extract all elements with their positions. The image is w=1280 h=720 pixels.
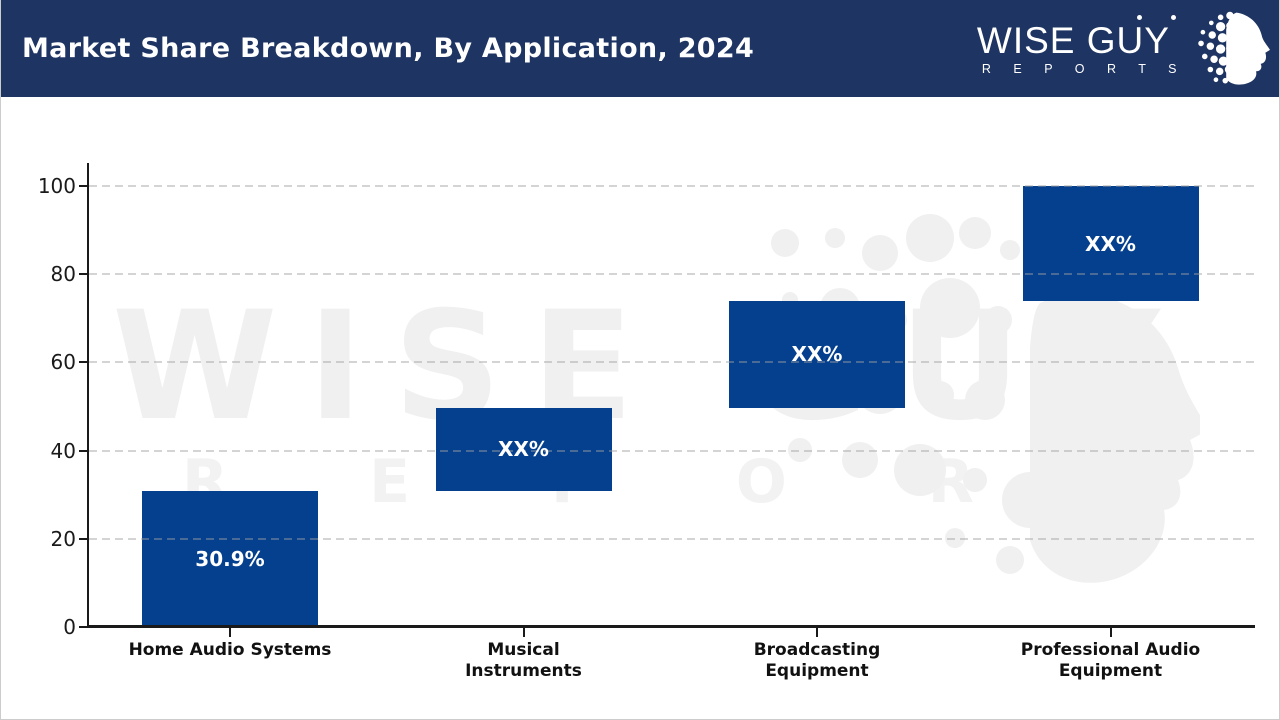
- bar-value-label: XX%: [1085, 231, 1136, 256]
- y-tick-label: 20: [50, 526, 76, 551]
- y-tick-label: 80: [50, 262, 76, 287]
- bar-value-label: XX%: [498, 437, 549, 462]
- x-category-label-line: Equipment: [765, 661, 869, 681]
- y-axis-tick: [79, 537, 87, 540]
- grid-line: [89, 273, 1255, 276]
- y-tick-label: 60: [50, 350, 76, 375]
- x-category-label: Musical Instruments: [374, 640, 674, 682]
- x-category-label-line: Home Audio Systems: [128, 640, 332, 660]
- x-category-label-line: Instruments: [465, 661, 582, 681]
- x-category-label-line: Broadcasting: [753, 640, 881, 660]
- x-category-label-line: Musical: [487, 640, 560, 660]
- x-axis-line: [87, 625, 1255, 628]
- grid-line: [89, 185, 1255, 187]
- x-axis-tick: [816, 628, 818, 637]
- y-axis-tick: [79, 361, 87, 364]
- bar-value-label: XX%: [791, 342, 843, 367]
- grid-line: [89, 361, 1255, 364]
- x-axis-tick: [522, 628, 525, 637]
- y-axis-tick: [79, 185, 87, 187]
- logo-wordmark: WISE GUY: [976, 19, 1170, 61]
- y-tick-label: 0: [63, 615, 76, 639]
- logo-face-icon: [1198, 11, 1270, 85]
- wiseguy-logo: WISE GUY R E P O R T S: [977, 6, 1270, 92]
- y-tick-label: 40: [50, 438, 76, 463]
- bar-value-label: 30.9%: [195, 546, 265, 571]
- x-category-label-line: Professional Audio: [1020, 640, 1201, 660]
- bar-segment: [435, 407, 612, 491]
- bar-segment: [729, 301, 905, 408]
- x-axis-tick: [1109, 628, 1112, 637]
- logo-text: WISE GUY R E P O R T S: [976, 14, 1186, 76]
- grid-line: [89, 449, 1255, 452]
- bar-segment: [142, 490, 318, 627]
- y-axis-tick: [79, 449, 87, 452]
- y-axis-line: [87, 163, 89, 628]
- page-title: Market Share Breakdown, By Application, …: [22, 33, 755, 64]
- bar-segment: [1022, 186, 1199, 302]
- x-category-label-line: Equipment: [1058, 661, 1163, 681]
- logo-subtext: R E P O R T S: [981, 61, 1186, 76]
- y-axis-tick: [79, 626, 87, 628]
- watermark-face-icon: [760, 214, 1200, 583]
- x-axis-tick: [229, 628, 231, 637]
- x-category-label: Broadcasting Equipment: [667, 640, 967, 682]
- y-tick-label: 100: [37, 174, 76, 198]
- x-category-label: Home Audio Systems: [80, 640, 380, 661]
- logo-dot-icon: [1137, 14, 1142, 20]
- x-category-label: Professional Audio Equipment: [961, 640, 1261, 682]
- grid-line: [89, 537, 1255, 540]
- y-axis-tick: [79, 273, 87, 276]
- logo-dot-icon: [1171, 14, 1176, 20]
- report-header: Market Share Breakdown, By Application, …: [0, 0, 1280, 97]
